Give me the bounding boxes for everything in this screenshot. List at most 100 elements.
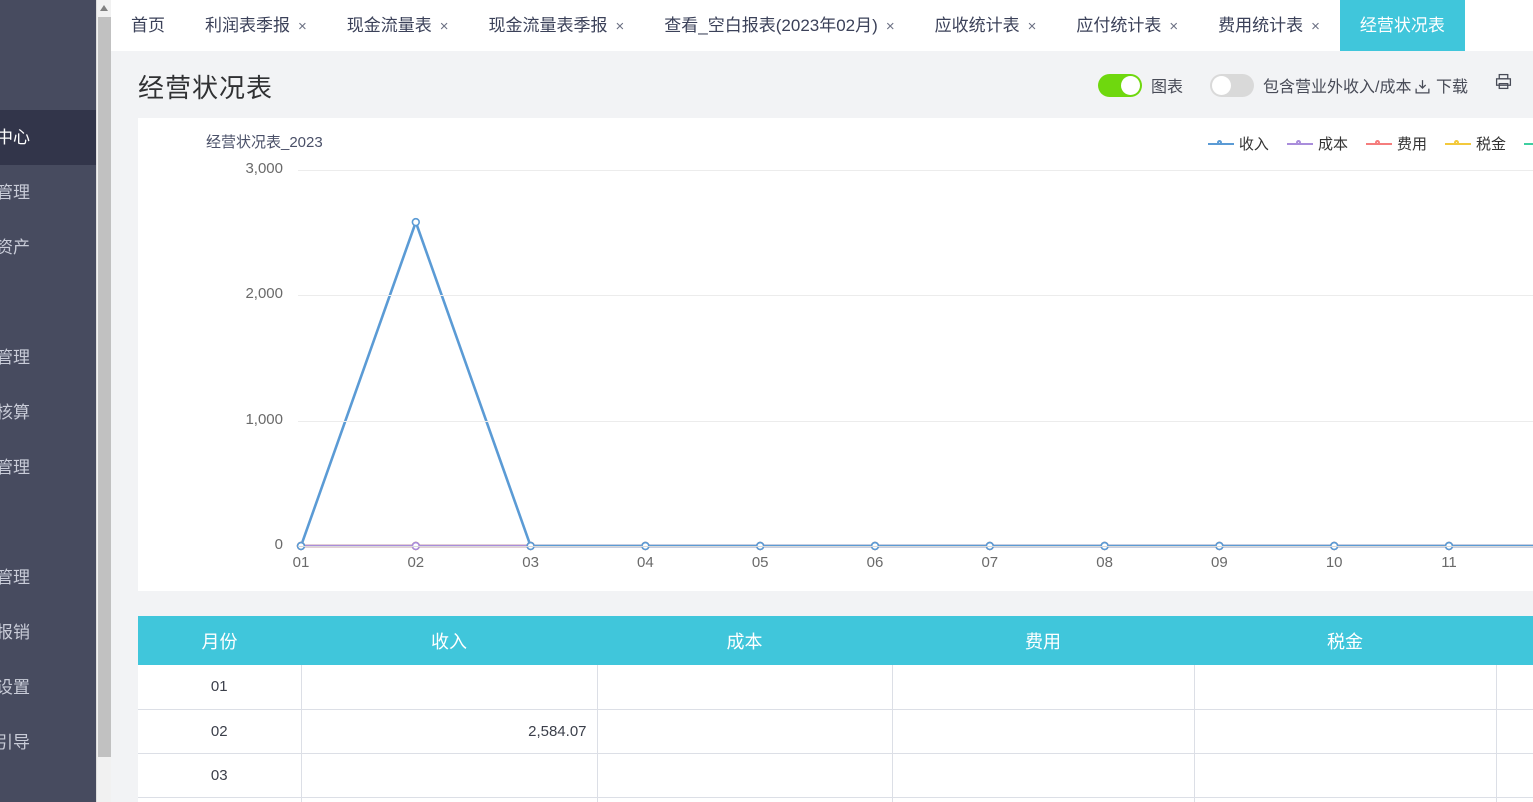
table-row[interactable]: 02 2,584.07 bbox=[138, 709, 1533, 754]
tab-0[interactable]: 首页 bbox=[111, 0, 185, 51]
table-header-row: 月份 收入 成本 费用 税金 bbox=[138, 616, 1533, 665]
legend-item-0[interactable]: 收入 bbox=[1207, 133, 1269, 154]
table-cell-成本 bbox=[597, 797, 893, 802]
legend-item-3[interactable]: 税金 bbox=[1444, 133, 1506, 154]
sidebar-item-5[interactable]: 工资 bbox=[0, 275, 96, 330]
table-cell-月份: 04 bbox=[138, 797, 302, 802]
tab-close-icon[interactable]: × bbox=[1027, 18, 1037, 35]
table-cell-成本 bbox=[597, 709, 893, 754]
table-column-header[interactable]: 收入 bbox=[301, 616, 597, 665]
nonoperating-toggle-label: 包含营业外收入/成本 bbox=[1263, 79, 1412, 96]
legend-item-2[interactable]: 费用 bbox=[1365, 133, 1427, 154]
sidebar-item-3[interactable]: 资金管理 bbox=[0, 165, 96, 220]
tab-label: 查看_空白报表(2023年02月) bbox=[664, 16, 878, 35]
sidebar-scrollbar[interactable] bbox=[96, 0, 112, 802]
table-column-header[interactable]: 成本 bbox=[597, 616, 892, 665]
scrollbar-thumb[interactable] bbox=[98, 17, 111, 757]
sidebar-item-14[interactable]: 会员 bbox=[0, 770, 96, 802]
tab-7[interactable]: 费用统计表 × bbox=[1198, 0, 1340, 51]
y-axis-tick-label: 2,000 bbox=[245, 285, 283, 303]
sidebar-item-4[interactable]: 固定资产 bbox=[0, 220, 96, 275]
tab-8[interactable]: 经营状况表 bbox=[1339, 0, 1465, 51]
chart-card: 经营状况表_2023 收入成本费用税金利润 01,0002,0003,00001… bbox=[138, 118, 1533, 591]
chart-toggle-label: 图表 bbox=[1151, 79, 1184, 96]
sidebar: 首页记账报表中心资金管理固定资产工资发票管理存货核算税务管理对账票当管理商场报销… bbox=[0, 0, 96, 802]
x-axis-tick-label: 04 bbox=[637, 554, 654, 571]
tab-label: 利润表季报 bbox=[205, 16, 290, 35]
table-row[interactable]: 01 bbox=[138, 665, 1533, 710]
download-button[interactable]: 下载 bbox=[1414, 73, 1468, 97]
tab-label: 现金流量表季报 bbox=[488, 16, 608, 35]
table-row[interactable]: 04 bbox=[138, 797, 1533, 802]
tab-close-icon[interactable]: × bbox=[885, 18, 895, 35]
table-cell-收入: 2,584.07 bbox=[301, 709, 598, 754]
legend-item-1[interactable]: 成本 bbox=[1286, 133, 1348, 154]
table-cell-extra bbox=[1496, 753, 1533, 798]
sidebar-item-label: 商场报销 bbox=[0, 623, 30, 642]
sidebar-item-1[interactable]: 记账 bbox=[0, 55, 96, 110]
gridline bbox=[298, 546, 1533, 547]
tab-close-icon[interactable]: × bbox=[298, 18, 307, 35]
table-column-header[interactable]: 费用 bbox=[892, 616, 1194, 665]
table-cell-extra bbox=[1496, 797, 1533, 802]
table-cell-extra bbox=[1496, 709, 1533, 754]
tab-close-icon[interactable]: × bbox=[1311, 18, 1320, 35]
print-button[interactable] bbox=[1495, 73, 1517, 92]
gridline bbox=[298, 295, 1533, 297]
table-cell-月份: 01 bbox=[138, 665, 302, 710]
nonoperating-toggle[interactable] bbox=[1210, 73, 1254, 97]
tab-1[interactable]: 利润表季报 × bbox=[185, 0, 327, 51]
tab-close-icon[interactable]: × bbox=[615, 18, 625, 35]
tab-bar: 首页 利润表季报 × 现金流量表 × 现金流量表季报 × 查看_空白报表(2023年02月) ×… bbox=[111, 0, 1533, 51]
tab-5[interactable]: 应收统计表 × bbox=[915, 0, 1057, 51]
x-axis-tick-label: 08 bbox=[1096, 554, 1113, 571]
x-axis-tick-label: 05 bbox=[751, 554, 769, 571]
line-chart-svg bbox=[296, 217, 1533, 551]
sidebar-item-9[interactable]: 对账 bbox=[0, 495, 96, 550]
tab-6[interactable]: 应付统计表 × bbox=[1056, 0, 1198, 51]
sidebar-item-7[interactable]: 存货核算 bbox=[0, 385, 96, 440]
sidebar-item-10[interactable]: 票当管理 bbox=[0, 550, 96, 605]
sidebar-item-label: 新手引导 bbox=[0, 733, 30, 752]
sidebar-item-11[interactable]: 商场报销 bbox=[0, 605, 96, 660]
table-cell-费用 bbox=[892, 753, 1195, 798]
sidebar-item-8[interactable]: 税务管理 bbox=[0, 440, 96, 495]
tab-close-icon[interactable]: × bbox=[439, 18, 449, 35]
sidebar-item-label: 固定资产 bbox=[0, 238, 30, 257]
chart-toggle[interactable] bbox=[1098, 73, 1142, 97]
table-cell-收入 bbox=[301, 665, 598, 710]
table-cell-税金 bbox=[1194, 797, 1497, 802]
print-icon bbox=[1495, 73, 1512, 90]
table-cell-月份: 03 bbox=[138, 753, 302, 798]
x-axis-tick-label: 07 bbox=[981, 554, 999, 571]
download-icon bbox=[1415, 80, 1430, 94]
sidebar-item-13[interactable]: 新手引导 bbox=[0, 715, 96, 770]
table-cell-收入 bbox=[301, 753, 598, 798]
scroll-up-arrow-icon[interactable] bbox=[97, 0, 112, 16]
tab-4[interactable]: 查看_空白报表(2023年02月) × bbox=[644, 0, 914, 51]
sidebar-item-2[interactable]: 报表中心 bbox=[0, 110, 96, 165]
table-column-header[interactable]: 月份 bbox=[138, 616, 301, 665]
toggle-knob bbox=[1212, 75, 1231, 95]
data-point[interactable] bbox=[411, 217, 420, 227]
table-cell-费用 bbox=[892, 797, 1195, 802]
tab-2[interactable]: 现金流量表 × bbox=[327, 0, 469, 51]
table-cell-成本 bbox=[597, 665, 893, 710]
tab-3[interactable]: 现金流量表季报 × bbox=[469, 0, 645, 51]
sidebar-item-label: 支出设置 bbox=[0, 678, 30, 697]
y-axis-tick-label: 1,000 bbox=[245, 410, 283, 428]
sidebar-item-12[interactable]: 支出设置 bbox=[0, 660, 96, 715]
table-row[interactable]: 03 bbox=[138, 753, 1533, 798]
sidebar-item-6[interactable]: 发票管理 bbox=[0, 330, 96, 385]
sidebar-item-0[interactable]: 首页 bbox=[0, 0, 96, 55]
nonoperating-toggle-group: 包含营业外收入/成本 bbox=[1210, 73, 1411, 99]
tab-close-icon[interactable]: × bbox=[1169, 18, 1179, 35]
table-column-header[interactable]: 税金 bbox=[1194, 616, 1496, 665]
tab-label: 经营状况表 bbox=[1359, 16, 1445, 35]
table-column-header-extra bbox=[1496, 616, 1533, 665]
